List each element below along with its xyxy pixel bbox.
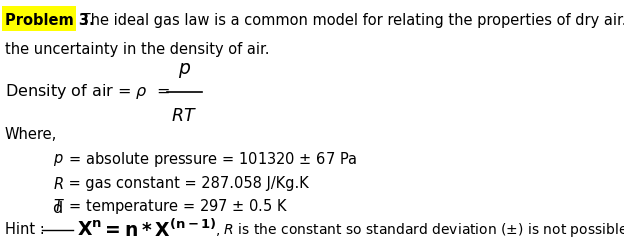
Text: Where,: Where,	[5, 127, 57, 142]
Text: = temperature = 297 $\pm$ 0.5 K: = temperature = 297 $\pm$ 0.5 K	[64, 197, 288, 216]
Text: $RT$: $RT$	[171, 107, 197, 125]
Text: $\mathbf{= n * X^{(n-1)}}$: $\mathbf{= n * X^{(n-1)}}$	[101, 219, 217, 241]
Text: $p$: $p$	[53, 152, 64, 168]
Text: Density of air = $\rho$  =: Density of air = $\rho$ =	[5, 83, 170, 101]
Text: Problem 3.: Problem 3.	[5, 13, 95, 28]
Text: = absolute pressure = 101320 $\pm$ 67 Pa: = absolute pressure = 101320 $\pm$ 67 Pa	[64, 150, 358, 169]
FancyBboxPatch shape	[2, 6, 76, 31]
Text: = gas constant = 287.058 J/Kg.K: = gas constant = 287.058 J/Kg.K	[64, 176, 309, 191]
Text: $\mathrm{d}$: $\mathrm{d}$	[52, 200, 63, 216]
Text: $T$: $T$	[53, 198, 65, 214]
Text: $R$: $R$	[53, 176, 64, 192]
Text: The ideal gas law is a common model for relating the properties of dry air. Find: The ideal gas law is a common model for …	[77, 13, 624, 28]
Text: the uncertainty in the density of air.: the uncertainty in the density of air.	[5, 42, 270, 57]
Text: , $R$ is the constant so standard deviation ($\pm$) is not possible.: , $R$ is the constant so standard deviat…	[215, 221, 624, 239]
Text: $\mathbf{X}^{\mathbf{n}}$: $\mathbf{X}^{\mathbf{n}}$	[77, 220, 102, 240]
Text: $p$: $p$	[177, 61, 191, 80]
Text: Hint :: Hint :	[5, 222, 49, 237]
